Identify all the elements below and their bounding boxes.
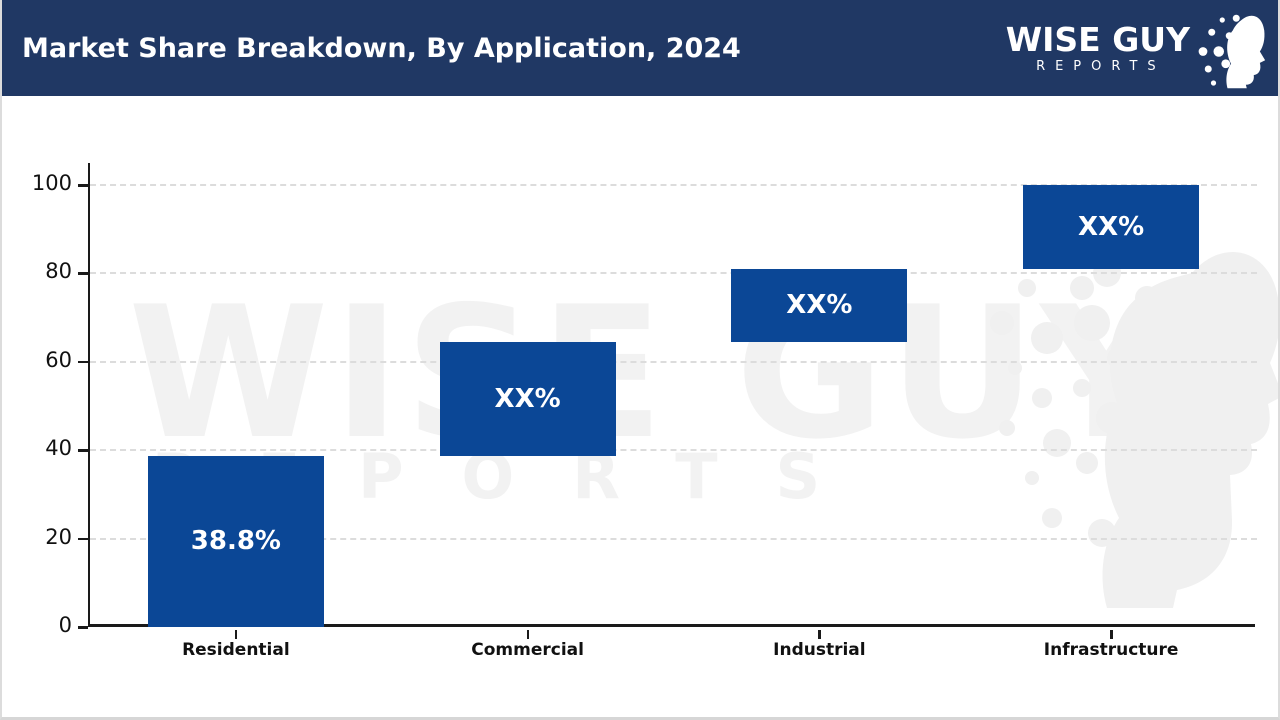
bar: XX%	[439, 341, 616, 456]
logo-wordmark: WISE GUY REPORTS	[1006, 23, 1190, 73]
page-title: Market Share Breakdown, By Application, …	[22, 32, 741, 64]
wise-guy-logo: WISE GUY REPORTS	[1006, 6, 1266, 90]
gridline	[90, 449, 1257, 452]
x-tick-mark	[1110, 630, 1113, 639]
y-tick-mark	[78, 626, 88, 629]
x-tick-mark	[526, 630, 530, 639]
x-axis-label: Infrastructure	[1043, 640, 1179, 660]
gridline	[90, 360, 1257, 363]
y-tick-label: 60	[45, 347, 72, 372]
bar-value-label: XX%	[494, 383, 561, 414]
y-tick-label: 100	[31, 171, 72, 196]
y-tick-label: 80	[45, 259, 72, 284]
bar: XX%	[1023, 185, 1200, 270]
x-axis-label: Residential	[182, 640, 290, 660]
gridline	[90, 184, 1257, 187]
y-tick-mark	[78, 272, 88, 275]
gridline	[90, 272, 1257, 275]
chart-area: WISE GUY REPORTS 0 20 40 60 80 100 38.8% Reside…	[2, 96, 1278, 717]
y-tick-label: 20	[45, 524, 72, 549]
header-bar: Market Share Breakdown, By Application, …	[2, 0, 1278, 96]
y-tick-label: 40	[45, 436, 72, 461]
y-tick-label: 0	[58, 613, 72, 637]
head-profile-icon	[1198, 14, 1266, 89]
x-axis-label: Commercial	[471, 640, 584, 660]
bar: XX%	[731, 269, 908, 342]
bar: 38.8%	[147, 455, 324, 627]
logo-subtext: REPORTS	[1036, 59, 1166, 74]
bar-value-label: XX%	[1078, 212, 1145, 243]
x-tick-mark	[818, 630, 821, 639]
plot-area: 0 20 40 60 80 100 38.8% Residential XX% Commercia…	[32, 163, 1257, 660]
x-axis-label: Industrial	[773, 640, 866, 660]
y-tick-mark	[78, 449, 88, 452]
y-tick-mark	[78, 360, 88, 364]
y-tick-mark	[78, 184, 88, 187]
gridline	[90, 537, 1257, 540]
bar-value-label: XX%	[786, 290, 853, 321]
y-tick-mark	[78, 537, 88, 541]
logo-name: WISE GUY	[1005, 20, 1190, 59]
x-tick-mark	[234, 630, 238, 639]
bar-value-label: 38.8%	[190, 526, 281, 557]
